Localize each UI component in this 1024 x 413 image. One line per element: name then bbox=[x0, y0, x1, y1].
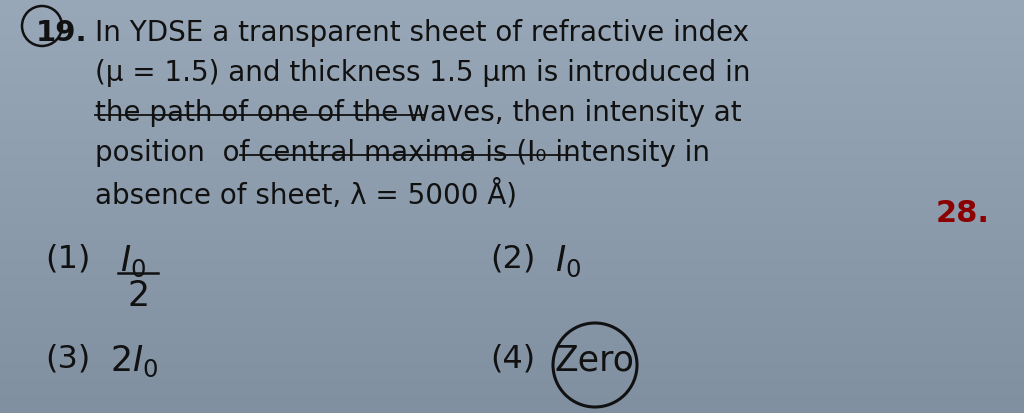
Text: Zero: Zero bbox=[555, 343, 635, 377]
Text: absence of sheet, λ = 5000 Å): absence of sheet, λ = 5000 Å) bbox=[95, 178, 517, 209]
Text: the path of one of the waves, then intensity at: the path of one of the waves, then inten… bbox=[95, 99, 741, 127]
Text: (3): (3) bbox=[45, 343, 90, 374]
Text: 28.: 28. bbox=[936, 199, 990, 228]
Text: position  of central maxima is (I₀ intensity in: position of central maxima is (I₀ intens… bbox=[95, 139, 710, 166]
Text: 19.: 19. bbox=[36, 19, 88, 47]
Text: In YDSE a transparent sheet of refractive index: In YDSE a transparent sheet of refractiv… bbox=[95, 19, 749, 47]
Text: $2I_0$: $2I_0$ bbox=[110, 343, 159, 378]
Text: (2): (2) bbox=[490, 243, 536, 274]
Text: $I_0$: $I_0$ bbox=[120, 243, 146, 279]
Text: 2: 2 bbox=[128, 278, 151, 312]
Text: (1): (1) bbox=[45, 243, 90, 274]
Text: $I_0$: $I_0$ bbox=[555, 243, 582, 279]
Text: (4): (4) bbox=[490, 343, 536, 374]
Text: (μ = 1.5) and thickness 1.5 μm is introduced in: (μ = 1.5) and thickness 1.5 μm is introd… bbox=[95, 59, 751, 87]
